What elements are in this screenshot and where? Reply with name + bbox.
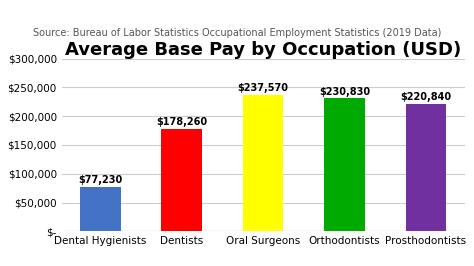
Bar — [406, 104, 446, 231]
Text: $77,230: $77,230 — [78, 175, 122, 185]
Text: $220,840: $220,840 — [401, 92, 451, 102]
Bar — [324, 98, 365, 231]
Text: $178,260: $178,260 — [156, 117, 207, 127]
Bar — [161, 129, 202, 231]
Text: Source: Bureau of Labor Statistics Occupational Employment Statistics (2019 Data: Source: Bureau of Labor Statistics Occup… — [33, 28, 441, 38]
Title: Average Base Pay by Occupation (USD): Average Base Pay by Occupation (USD) — [65, 40, 461, 59]
Bar — [243, 94, 283, 231]
Text: $237,570: $237,570 — [237, 83, 289, 93]
Bar — [80, 187, 120, 231]
Text: $230,830: $230,830 — [319, 87, 370, 97]
